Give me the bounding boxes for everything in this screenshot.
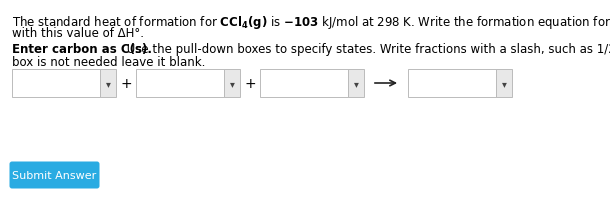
FancyBboxPatch shape — [10, 162, 99, 189]
Bar — [496, 70, 512, 98]
Bar — [136, 70, 224, 98]
Bar — [224, 70, 240, 98]
Text: ▾: ▾ — [106, 79, 110, 89]
Text: ▾: ▾ — [354, 79, 359, 89]
Text: box is not needed leave it blank.: box is not needed leave it blank. — [12, 56, 206, 69]
Text: ▾: ▾ — [501, 79, 506, 89]
Text: Enter carbon as C(s).: Enter carbon as C(s). — [12, 43, 152, 56]
Bar — [348, 70, 364, 98]
Text: Use the pull-down boxes to specify states. Write fractions with a slash, such as: Use the pull-down boxes to specify state… — [123, 43, 610, 56]
Bar — [408, 70, 496, 98]
Text: The standard heat of formation for $\mathbf{CCl_4(g)}$ is $\mathbf{-103}$ kJ/mol: The standard heat of formation for $\mat… — [12, 14, 610, 31]
Bar — [100, 70, 116, 98]
Text: ▾: ▾ — [229, 79, 234, 89]
Text: +: + — [120, 77, 132, 91]
Bar — [12, 70, 100, 98]
Bar — [260, 70, 348, 98]
Text: +: + — [244, 77, 256, 91]
Text: with this value of ΔH°.: with this value of ΔH°. — [12, 27, 144, 40]
Text: Submit Answer: Submit Answer — [12, 170, 96, 180]
